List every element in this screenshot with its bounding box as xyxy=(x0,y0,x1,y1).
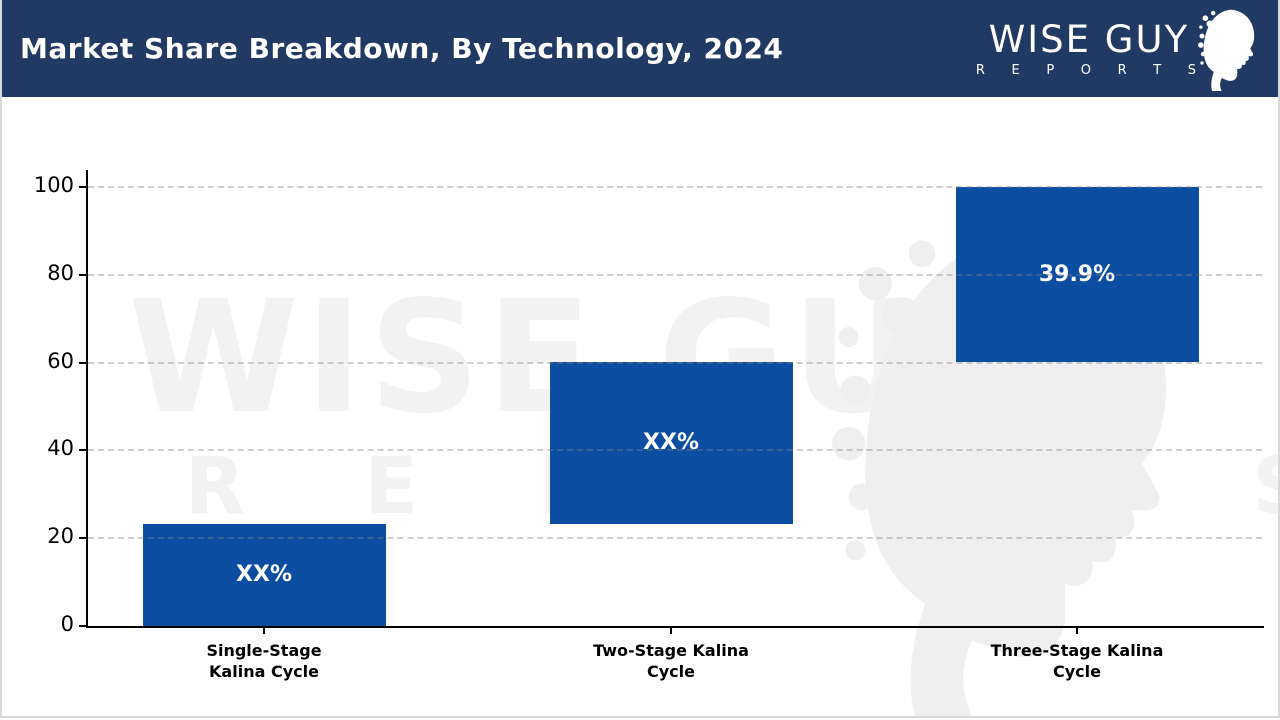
dotted-face-profile-icon xyxy=(1194,7,1266,91)
y-axis-tick-label: 80 xyxy=(47,260,74,285)
gridline-y-40 xyxy=(88,449,1262,452)
gridline-y-80 xyxy=(88,273,1262,276)
y-axis-tick-label: 60 xyxy=(47,348,74,373)
y-axis-tick-mark xyxy=(79,537,87,540)
x-axis-category-label-line: Cycle xyxy=(1053,662,1101,681)
logo-text: WISE GUY R E P O R T S xyxy=(970,18,1208,79)
gridline-y-60 xyxy=(88,361,1262,364)
bar-segment: XX% xyxy=(549,362,793,524)
gridline-y-100 xyxy=(88,186,1262,188)
y-axis-tick-label: 20 xyxy=(47,524,74,549)
x-axis-tick-mark xyxy=(1076,627,1078,634)
y-axis-tick-mark xyxy=(79,361,87,364)
y-axis-tick-mark xyxy=(79,449,87,452)
bar-value-label: XX% xyxy=(643,430,699,456)
header-bar: Market Share Breakdown, By Technology, 2… xyxy=(0,0,1280,97)
x-axis-category-label-line: Two-Stage Kalina xyxy=(593,641,749,660)
x-axis-tick-mark xyxy=(263,627,265,634)
x-axis-category-label-line: Three-Stage Kalina xyxy=(990,641,1164,660)
y-axis-tick-label: 40 xyxy=(47,436,74,461)
x-axis-tick-mark xyxy=(670,627,672,634)
bar-value-label: XX% xyxy=(236,562,292,588)
page-title: Market Share Breakdown, By Technology, 2… xyxy=(20,32,784,65)
y-axis-tick-label: 100 xyxy=(33,173,74,197)
y-axis-line xyxy=(86,170,88,628)
x-axis-category-label: Three-Stage Kalina Cycle xyxy=(917,640,1237,682)
logo-reports-text: R E P O R T S xyxy=(975,63,1208,78)
x-axis-category-label-line: Kalina Cycle xyxy=(209,662,319,681)
x-axis-category-label-line: Single-Stage xyxy=(206,641,322,660)
y-axis-tick-mark xyxy=(79,625,87,627)
logo-wiseguy-text: WISE GUY xyxy=(988,18,1190,61)
x-axis-category-label: Two-Stage Kalina Cycle xyxy=(511,640,831,682)
x-axis-category-label: Single-Stage Kalina Cycle xyxy=(104,640,424,682)
x-axis-category-label-line: Cycle xyxy=(647,662,695,681)
wise-guy-reports-logo: WISE GUY R E P O R T S xyxy=(970,6,1266,92)
gridline-y-20 xyxy=(88,537,1262,540)
x-axis-line xyxy=(86,626,1264,628)
bar-segment: XX% xyxy=(142,523,386,626)
y-axis-tick-label: 0 xyxy=(60,612,74,636)
y-axis-tick-mark xyxy=(79,273,87,276)
y-axis-tick-mark xyxy=(79,186,87,188)
